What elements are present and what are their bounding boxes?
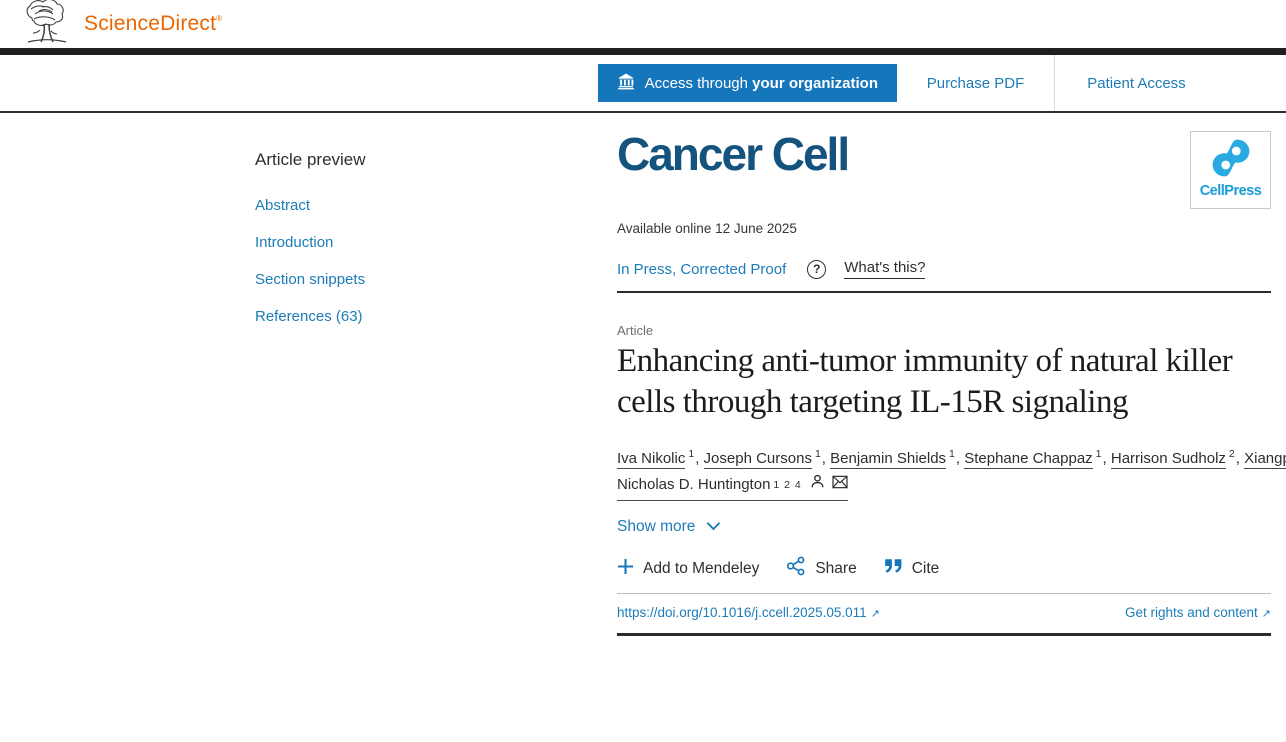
corresponding-author-sups: 1 2 4	[773, 478, 802, 491]
nav-end-spacer	[1218, 83, 1286, 84]
page-content: Article preview Abstract Introduction Se…	[0, 113, 1286, 636]
article-preview-sidebar: Article preview Abstract Introduction Se…	[0, 113, 617, 345]
nav-divider	[1054, 55, 1055, 111]
cellpress-logo-text: CellPress	[1199, 183, 1262, 199]
access-through-organization-button[interactable]: Access through your organization	[597, 64, 897, 102]
section-rule	[617, 291, 1271, 293]
brand-text: ScienceDirect	[84, 12, 217, 35]
plus-icon	[617, 558, 634, 580]
author-separator: ,	[695, 450, 704, 467]
author-affiliation-sup: 2	[1228, 448, 1236, 460]
cite-quote-icon	[884, 558, 903, 579]
author-separator: ,	[1102, 450, 1111, 467]
mendeley-label: Add to Mendeley	[643, 559, 760, 577]
get-rights-link[interactable]: Get rights and content ↗	[1124, 605, 1271, 620]
share-label: Share	[815, 559, 857, 577]
sidebar-outline-list: Abstract Introduction Section snippets R…	[255, 197, 617, 325]
top-brand-bar: ScienceDirect®	[0, 0, 1286, 48]
person-icon	[810, 473, 825, 498]
sidebar-outline-link[interactable]: Introduction	[255, 234, 334, 251]
elsevier-tree-logo-icon[interactable]	[22, 0, 72, 49]
patient-access-link[interactable]: Patient Access	[1087, 74, 1186, 92]
institution-icon	[617, 72, 635, 94]
corresponding-author-entry: Nicholas D. Huntington 1 2 4	[617, 473, 1271, 501]
external-link-icon: ↗	[1261, 608, 1271, 620]
show-more-label: Show more	[617, 518, 696, 535]
author-entry: Harrison Sudholz 2,	[1110, 448, 1245, 469]
toolbar-actions-group: Access through your organization Purchas…	[597, 55, 1286, 111]
author-list: Iva Nikolic 1, Joseph Cursons 1, Benjamin …	[617, 442, 1286, 501]
journal-title-logo[interactable]: Cancer Cell	[617, 128, 850, 180]
author-entry: Xiangpeng Meng2,	[1244, 450, 1286, 469]
chevron-down-icon	[706, 518, 721, 536]
external-link-icon: ↗	[870, 608, 880, 620]
access-button-label: Access through your organization	[644, 74, 878, 92]
author-affiliation-sup: 1	[688, 448, 696, 460]
available-online-date: Available online 12 June 2025	[617, 221, 797, 236]
journal-banner-row: Cancer Cell CellPress	[617, 131, 1271, 209]
whats-this-link[interactable]: What's this?	[844, 259, 926, 279]
author-entry: Joseph Cursons 1,	[703, 448, 831, 469]
sidebar-title: Article preview	[255, 150, 366, 169]
brand-reg-mark: ®	[216, 14, 223, 23]
author-entry: Stephane Chappaz 1,	[964, 448, 1111, 469]
show-more-button[interactable]: Show more	[617, 518, 721, 536]
author-entry: Iva Nikolic 1,	[617, 448, 704, 469]
cite-label: Cite	[911, 559, 940, 577]
publication-status-row: In Press, Corrected Proof ? What's this?	[617, 259, 1271, 279]
author-link[interactable]: Benjamin Shields	[830, 450, 947, 469]
author-link[interactable]: Iva Nikolic	[617, 450, 686, 469]
in-press-status-link[interactable]: In Press, Corrected Proof	[617, 260, 787, 278]
doi-link[interactable]: https://doi.org/10.1016/j.ccell.2025.05.…	[617, 605, 880, 620]
sidebar-outline-link[interactable]: Section snippets	[255, 271, 366, 288]
author-separator: ,	[955, 450, 965, 467]
sidebar-outline-link[interactable]: Abstract	[255, 197, 311, 214]
author-separator: ,	[821, 450, 831, 467]
author-link[interactable]: Joseph Cursons	[703, 450, 812, 469]
envelope-icon	[832, 473, 848, 498]
corresponding-author-name: Nicholas D. Huntington	[617, 475, 771, 493]
author-link[interactable]: Xiangpeng Meng	[1244, 450, 1286, 469]
sciencedirect-wordmark[interactable]: ScienceDirect®	[84, 12, 222, 36]
purchase-pdf-link[interactable]: Purchase PDF	[926, 74, 1025, 92]
author-affiliation-sup: 1	[814, 448, 822, 460]
author-affiliation-sup: 1	[949, 448, 956, 460]
help-question-icon[interactable]: ?	[807, 259, 827, 279]
article-type-label: Article	[617, 323, 654, 338]
author-link[interactable]: Harrison Sudholz	[1110, 450, 1226, 469]
author-affiliation-sup: 1	[1095, 448, 1103, 460]
cellpress-logo-box[interactable]: CellPress	[1190, 131, 1271, 209]
corresponding-author-icons	[810, 473, 848, 498]
article-actions-row: Add to Mendeley Share	[617, 556, 1271, 581]
article-main-column: Cancer Cell CellPress Available online 1…	[617, 113, 1286, 636]
article-toolbar: Access through your organization Purchas…	[0, 55, 1286, 113]
author-link[interactable]: Stephane Chappaz	[964, 450, 1093, 469]
cellpress-swirl-icon	[1210, 139, 1252, 185]
sidebar-outline-link[interactable]: References (63)	[255, 308, 363, 325]
author-entry: Benjamin Shields 1,	[830, 448, 965, 469]
share-button[interactable]: Share	[786, 556, 857, 581]
corresponding-author-link[interactable]: Nicholas D. Huntington 1 2 4	[617, 473, 848, 501]
share-icon	[786, 556, 806, 581]
author-separator: ,	[1235, 450, 1245, 467]
author-list-inline: Iva Nikolic 1, Joseph Cursons 1, Benjamin …	[617, 448, 1286, 469]
doi-rights-row: https://doi.org/10.1016/j.ccell.2025.05.…	[617, 593, 1271, 636]
cite-button[interactable]: Cite	[884, 558, 940, 579]
add-to-mendeley-button[interactable]: Add to Mendeley	[617, 558, 759, 580]
article-title: Enhancing anti-tumor immunity of natural…	[617, 343, 1233, 420]
black-divider-bar	[0, 48, 1286, 55]
